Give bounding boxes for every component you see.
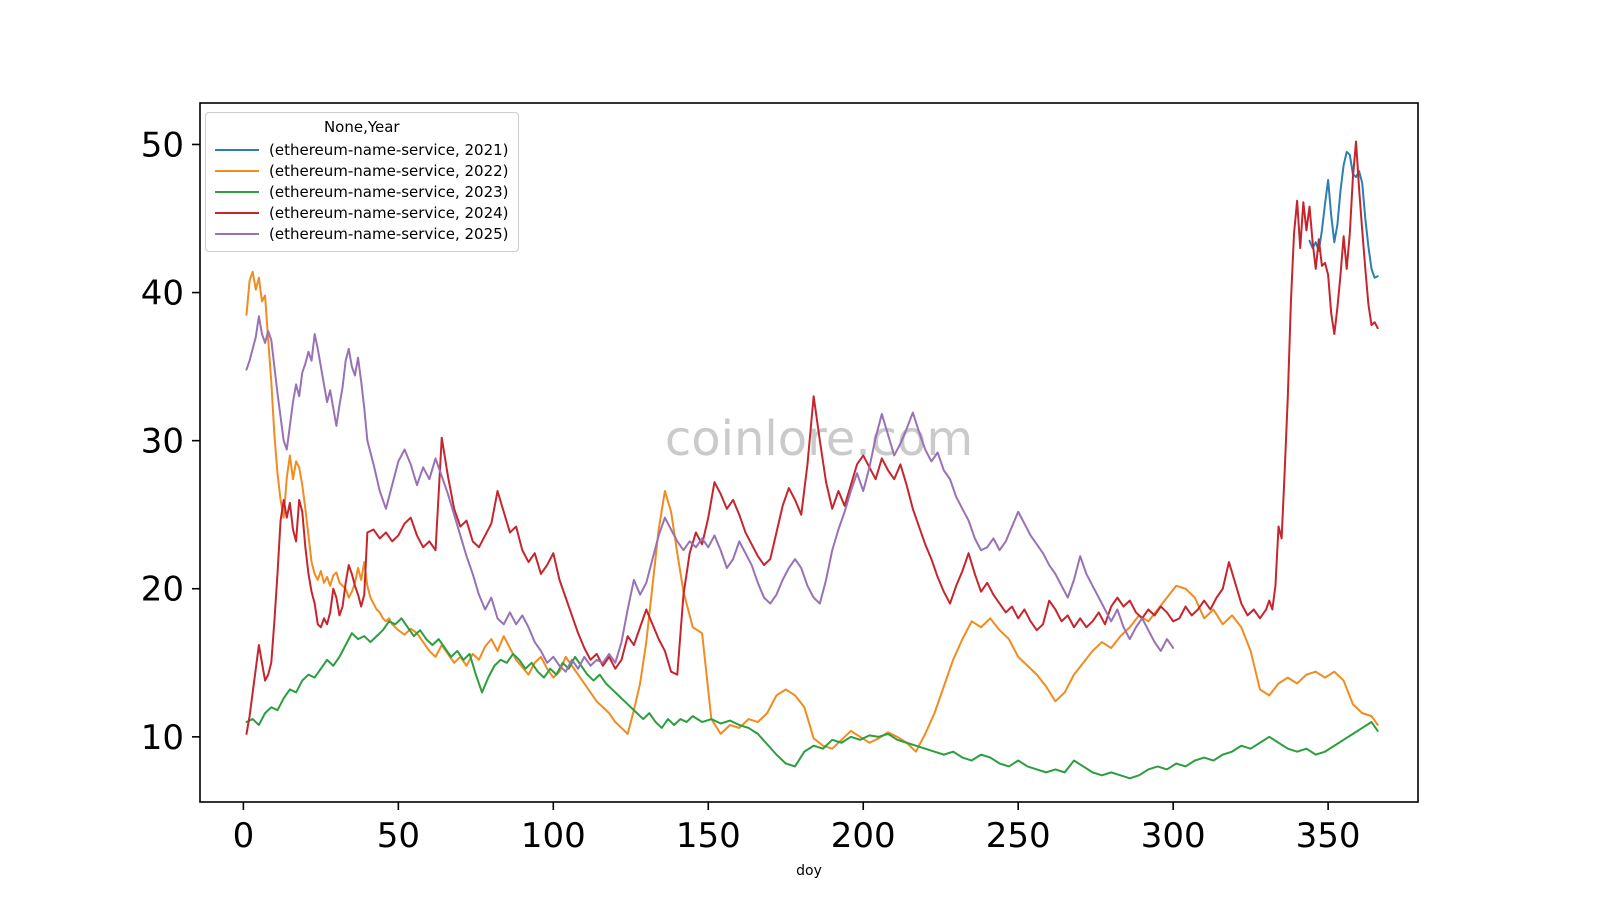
legend-item-2025[interactable]: (ethereum-name-service, 2025)	[215, 223, 509, 244]
legend-title: None,Year	[323, 118, 400, 136]
legend-item-2022[interactable]: (ethereum-name-service, 2022)	[215, 160, 509, 181]
legend-item-label: (ethereum-name-service, 2025)	[269, 224, 509, 243]
legend-color-swatch	[215, 148, 259, 151]
x-tick-label: 350	[1296, 816, 1361, 856]
x-tick-label: 200	[831, 816, 896, 856]
legend-color-swatch	[215, 232, 259, 235]
y-tick-label: 10	[141, 718, 184, 758]
legend-entries: (ethereum-name-service, 2021) (ethereum-n…	[215, 139, 509, 244]
x-tick-label: 0	[233, 816, 255, 856]
series-line-2023	[245, 617, 1379, 780]
series-line-2022	[245, 270, 1379, 753]
y-tick-label: 40	[141, 274, 184, 314]
legend-color-swatch	[215, 169, 259, 172]
legend-item-2024[interactable]: (ethereum-name-service, 2024)	[215, 202, 509, 223]
series-line-2024	[245, 140, 1379, 735]
legend-item-2023[interactable]: (ethereum-name-service, 2023)	[215, 181, 509, 202]
plot-axes-frame	[199, 102, 1419, 803]
legend-color-swatch	[215, 190, 259, 193]
legend-item-label: (ethereum-name-service, 2021)	[269, 140, 509, 159]
legend-item-label: (ethereum-name-service, 2022)	[269, 161, 509, 180]
x-tick-label: 150	[676, 816, 741, 856]
x-axis-title: doy	[796, 863, 822, 879]
y-tick-label: 20	[141, 570, 184, 610]
x-tick-label: 100	[521, 816, 586, 856]
legend-item-2021[interactable]: (ethereum-name-service, 2021)	[215, 139, 509, 160]
x-tick-label: 50	[377, 816, 420, 856]
legend-color-swatch	[215, 211, 259, 214]
x-tick-label: 300	[1141, 816, 1206, 856]
series-line-2021	[1308, 150, 1379, 279]
y-tick-label: 30	[141, 422, 184, 462]
legend-item-label: (ethereum-name-service, 2023)	[269, 182, 509, 201]
x-tick-label: 250	[986, 816, 1051, 856]
series-line-2025	[245, 315, 1175, 673]
chart-legend: None,Year (ethereum-name-service, 2021)(…	[205, 112, 519, 252]
y-tick-label: 50	[141, 125, 184, 165]
legend-item-label: (ethereum-name-service, 2024)	[269, 203, 509, 222]
